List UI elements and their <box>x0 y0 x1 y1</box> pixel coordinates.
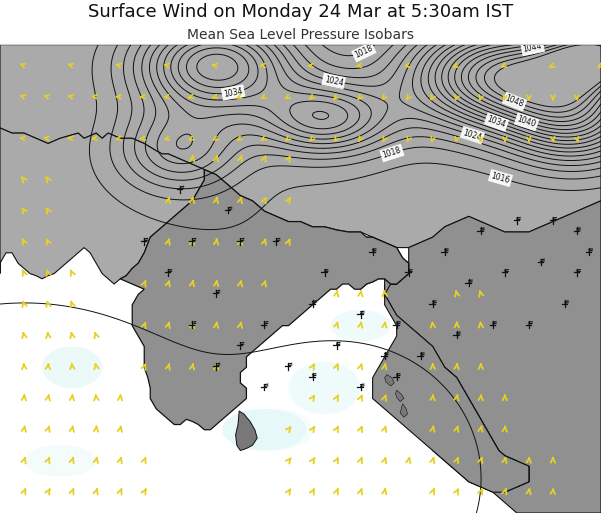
Text: 1048: 1048 <box>504 94 525 109</box>
Text: 1040: 1040 <box>516 114 537 129</box>
Polygon shape <box>400 404 407 417</box>
Polygon shape <box>361 237 529 492</box>
Polygon shape <box>0 128 204 284</box>
Text: 1016: 1016 <box>490 171 511 185</box>
Ellipse shape <box>331 310 391 341</box>
Ellipse shape <box>42 346 102 388</box>
Ellipse shape <box>24 445 96 477</box>
Ellipse shape <box>222 409 307 450</box>
Polygon shape <box>385 374 394 386</box>
Polygon shape <box>120 169 409 430</box>
Polygon shape <box>385 201 601 513</box>
Text: Surface Wind on Monday 24 Mar at 5:30am IST: Surface Wind on Monday 24 Mar at 5:30am … <box>88 4 513 22</box>
Text: 1044: 1044 <box>522 42 543 54</box>
Ellipse shape <box>240 409 313 450</box>
Text: 1018: 1018 <box>382 146 403 160</box>
Ellipse shape <box>288 362 361 414</box>
Text: 1024: 1024 <box>462 128 483 142</box>
Text: 1018: 1018 <box>353 44 374 60</box>
Text: 1034: 1034 <box>223 86 243 98</box>
Polygon shape <box>0 45 601 248</box>
Text: 1034: 1034 <box>486 114 507 130</box>
Polygon shape <box>236 411 257 450</box>
Polygon shape <box>395 390 404 402</box>
Text: 1024: 1024 <box>323 75 344 87</box>
Text: Mean Sea Level Pressure Isobars: Mean Sea Level Pressure Isobars <box>187 28 414 42</box>
